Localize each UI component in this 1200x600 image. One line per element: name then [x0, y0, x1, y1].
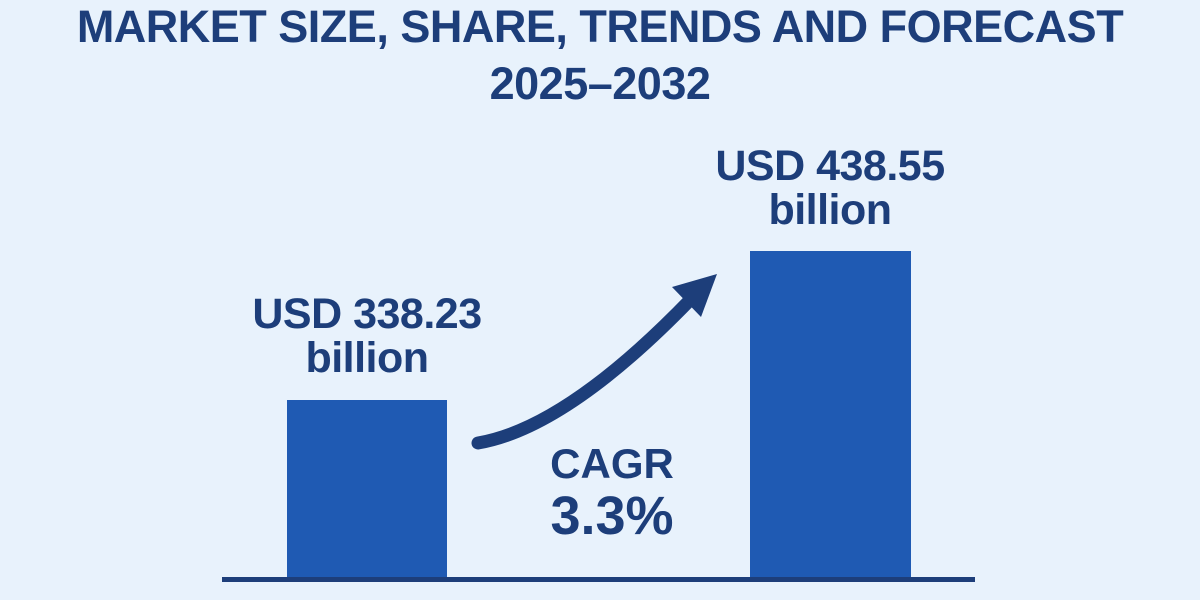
cagr-value: 3.3% — [550, 486, 674, 546]
bar-label-2025: USD 338.23 billion — [217, 292, 517, 380]
chart-title-line1: MARKET SIZE, SHARE, TRENDS AND FORECAST — [76, 1, 1124, 52]
bar-2025 — [287, 400, 447, 579]
bar-label-2025-amount: USD 338.23 — [252, 290, 482, 338]
x-axis-baseline — [222, 577, 975, 582]
cagr-annotation: CAGR 3.3% — [462, 440, 762, 546]
chart-title: MARKET SIZE, SHARE, TRENDS AND FORECAST … — [0, 0, 1200, 112]
cagr-label: CAGR — [550, 440, 674, 487]
growth-arrow-head — [672, 274, 717, 317]
bar-2032 — [750, 251, 911, 579]
bar-label-2032-amount: USD 438.55 — [715, 142, 945, 190]
bar-label-2032: USD 438.55 billion — [680, 144, 980, 232]
bar-label-2025-unit: billion — [305, 334, 429, 382]
bar-label-2032-unit: billion — [768, 186, 892, 234]
chart-title-line2: 2025–2032 — [489, 58, 711, 109]
